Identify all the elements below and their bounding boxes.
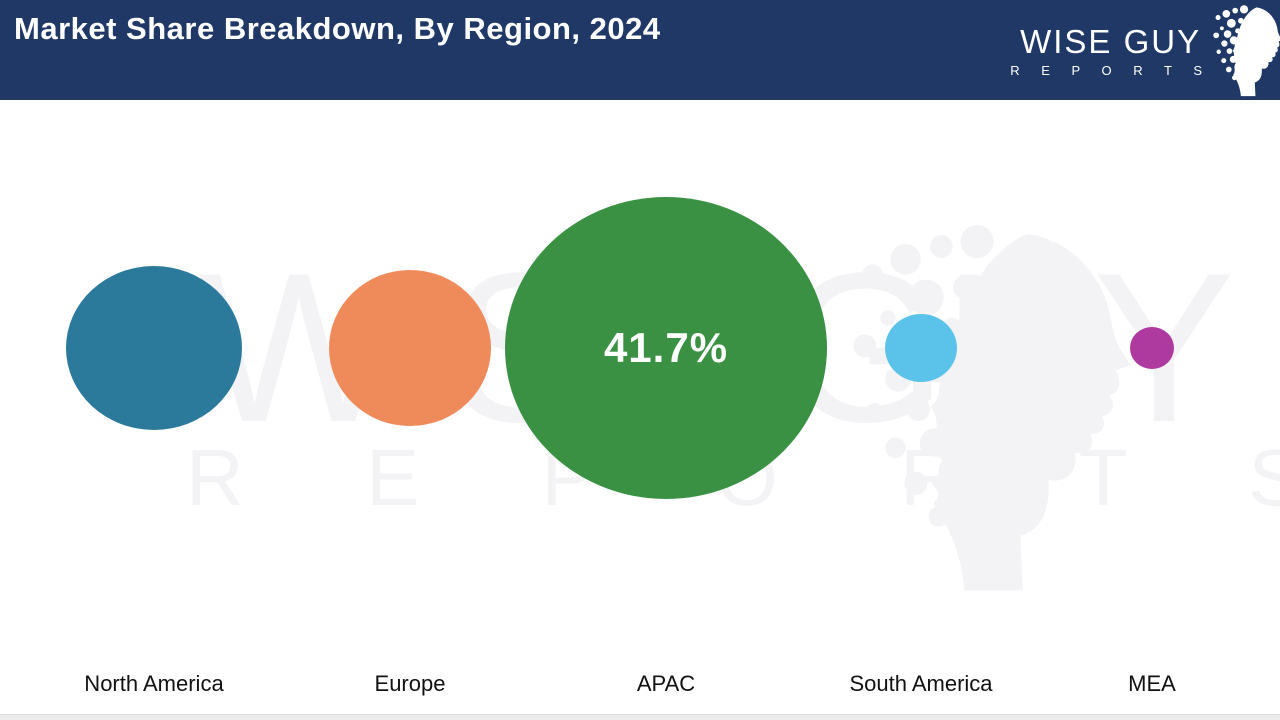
bubble-label-south-america: South America <box>849 671 993 696</box>
logo-subtext: R E P O R T S <box>1010 62 1211 78</box>
wise-guy-logo: WISE GUY R E P O R T S <box>1010 0 1280 100</box>
bubble-value-apac: 41.7% <box>603 324 729 371</box>
bubble-south-america <box>885 314 957 382</box>
bubble-chart: North America Europe 41.7% APAC South Americ… <box>0 100 1280 714</box>
bubble-europe <box>329 270 491 426</box>
wise-guy-head-icon <box>1213 3 1280 98</box>
page-title: Market Share Breakdown, By Region, 2024 <box>14 11 661 46</box>
footer-bar <box>0 714 1280 720</box>
bubble-apac: 41.7% <box>505 197 827 499</box>
bubble-label-europe: Europe <box>374 671 446 696</box>
bubble-label-mea: MEA <box>1128 671 1176 696</box>
bubble-mea <box>1130 327 1174 369</box>
bubble-north-america <box>66 266 242 430</box>
bubble-label-north-america: North America <box>84 671 224 696</box>
bubble-label-apac: APAC <box>636 671 696 696</box>
logo-wordmark: WISE GUY <box>1020 22 1202 60</box>
logo-text-block: WISE GUY R E P O R T S <box>1010 23 1211 78</box>
header-bar: Market Share Breakdown, By Region, 2024 … <box>0 0 1280 100</box>
chart-area: WISE GUY R E P O R T S North AmericaEuro… <box>0 100 1280 714</box>
